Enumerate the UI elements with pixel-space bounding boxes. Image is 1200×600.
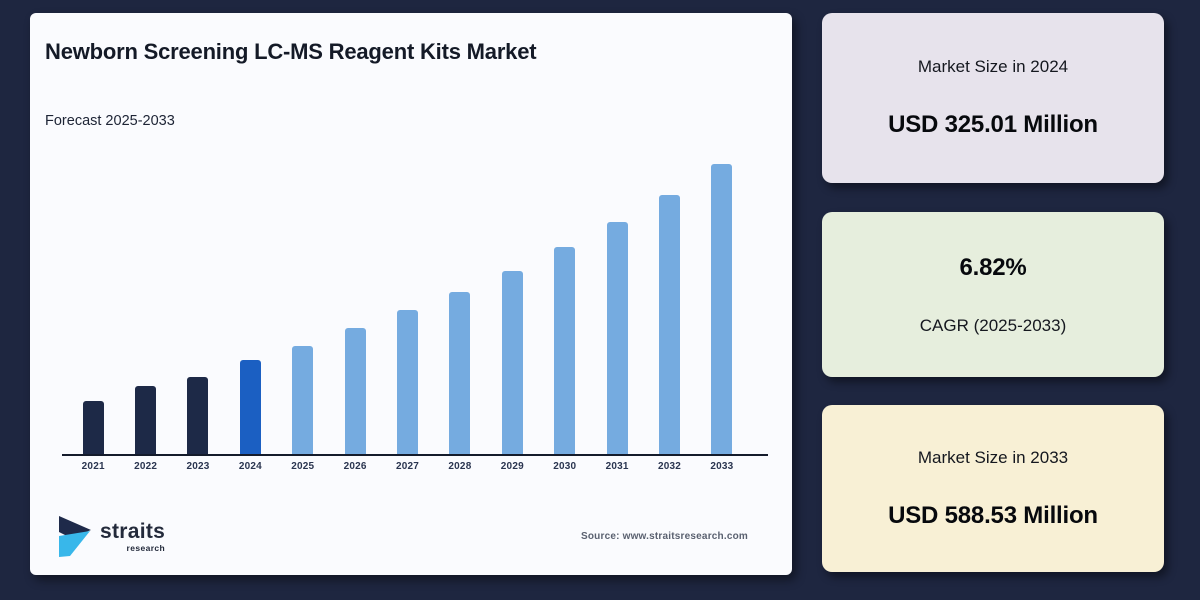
x-axis-line [62, 454, 768, 456]
bar-2032 [658, 195, 680, 454]
stat-card-label: Market Size in 2024 [917, 57, 1069, 76]
bar-2030 [554, 247, 576, 454]
x-tick-2025: 2025 [291, 461, 315, 472]
stat-card-value: USD 588.53 Million [888, 501, 1098, 529]
bar-slot-2026: 2026 [329, 162, 381, 472]
bar-slot-2023: 2023 [172, 162, 224, 472]
stat-card-label: Market Size in 2033 [917, 447, 1069, 467]
x-tick-2021: 2021 [81, 461, 105, 472]
bar-2025 [292, 346, 314, 454]
bar-2023 [187, 377, 209, 454]
source-attribution: Source: www.straitsresearch.com [580, 531, 748, 542]
bar-2029 [501, 271, 523, 454]
bar-2027 [397, 310, 419, 454]
bar-slot-2024: 2024 [224, 162, 276, 472]
bar-slot-2022: 2022 [119, 162, 171, 472]
x-tick-2030: 2030 [553, 461, 577, 472]
x-tick-2023: 2023 [186, 461, 210, 472]
stat-card-market-size-2033: Market Size in 2033 USD 588.53 Million [822, 405, 1164, 572]
logo-arrow-icon [59, 516, 91, 557]
stat-card-cagr: 6.82% CAGR (2025-2033) [822, 212, 1164, 377]
bar-slot-2032: 2032 [643, 162, 695, 472]
x-tick-2024: 2024 [238, 461, 262, 472]
x-tick-2027: 2027 [396, 461, 420, 472]
bar-slot-2027: 2027 [381, 162, 433, 472]
stat-card-market-size-2024: Market Size in 2024 USD 325.01 Million [822, 13, 1164, 183]
logo-brand-name: straits [100, 520, 166, 544]
chart-subtitle: Forecast 2025-2033 [45, 113, 175, 129]
bar-2028 [449, 292, 471, 454]
x-tick-2029: 2029 [500, 461, 524, 472]
logo-brand-subtitle: research [126, 543, 166, 554]
page-title: Newborn Screening LC-MS Reagent Kits Mar… [45, 39, 537, 64]
x-tick-2028: 2028 [448, 461, 472, 472]
logo-text: straits research [100, 521, 165, 553]
bar-2031 [606, 222, 628, 454]
stat-card-label: CAGR (2025-2033) [919, 315, 1067, 335]
bar-chart: 2021 2022 2023 2024 2025 2026 2027 2028 2029 2030… [67, 162, 748, 472]
x-tick-2031: 2031 [605, 461, 629, 472]
chart-card: Newborn Screening LC-MS Reagent Kits Mar… [30, 13, 792, 575]
x-tick-2026: 2026 [343, 461, 367, 472]
bar-2024 [239, 360, 261, 454]
bar-2022 [135, 386, 157, 454]
bar-slot-2028: 2028 [434, 162, 486, 472]
x-tick-2032: 2032 [657, 461, 682, 472]
bar-slot-2031: 2031 [591, 162, 643, 472]
stat-card-value: USD 325.01 Million [888, 111, 1098, 138]
bar-2033 [711, 164, 733, 454]
bar-2026 [344, 328, 366, 454]
x-tick-2022: 2022 [134, 461, 158, 472]
x-tick-2033: 2033 [710, 461, 734, 472]
bar-slot-2030: 2030 [539, 162, 591, 472]
bar-slot-2029: 2029 [486, 162, 538, 472]
bar-slot-2033: 2033 [696, 162, 748, 472]
bar-2021 [82, 401, 104, 454]
bar-slot-2025: 2025 [277, 162, 329, 472]
stat-card-value: 6.82% [959, 253, 1027, 281]
bar-slot-2021: 2021 [67, 162, 119, 472]
straits-research-logo: straits research [56, 515, 165, 559]
